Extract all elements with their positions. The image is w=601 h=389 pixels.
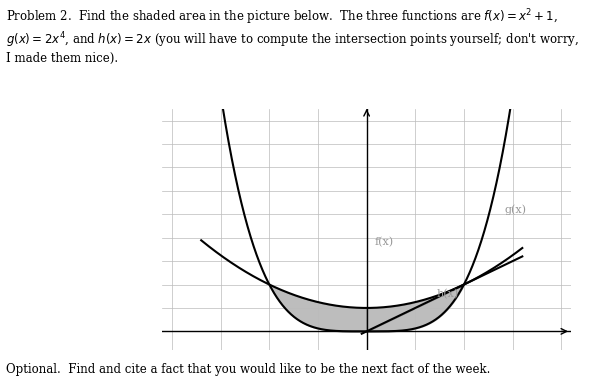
Text: g(x): g(x) (505, 204, 527, 215)
Text: Optional.  Find and cite a fact that you would like to be the next fact of the w: Optional. Find and cite a fact that you … (6, 363, 490, 376)
Text: Problem 2.  Find the shaded area in the picture below.  The three functions are : Problem 2. Find the shaded area in the p… (6, 8, 579, 65)
Text: h(x): h(x) (437, 289, 459, 299)
Text: f(x): f(x) (374, 237, 394, 247)
